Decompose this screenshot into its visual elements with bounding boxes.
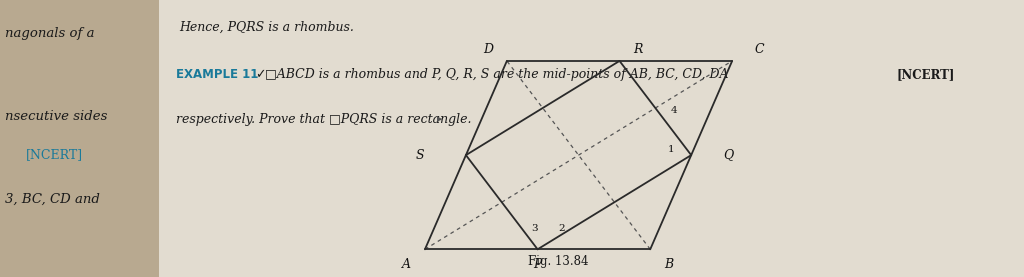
Text: □ABCD is a rhombus and P, Q, R, S are the mid-points of AB, BC, CD, DA: □ABCD is a rhombus and P, Q, R, S are th… [265, 68, 729, 81]
Text: ▸: ▸ [437, 114, 442, 124]
Text: A: A [402, 258, 411, 271]
Text: [NCERT]: [NCERT] [896, 68, 954, 81]
Text: 1: 1 [668, 145, 674, 154]
Text: S: S [416, 149, 424, 161]
Text: nagonals of a: nagonals of a [5, 27, 94, 40]
Text: Hence, PQRS is a rhombus.: Hence, PQRS is a rhombus. [179, 21, 354, 34]
Text: 4: 4 [671, 106, 677, 115]
Text: 3: 3 [531, 224, 538, 233]
Text: respectively. Prove that □PQRS is a rectangle.: respectively. Prove that □PQRS is a rect… [176, 113, 472, 125]
FancyBboxPatch shape [159, 0, 1024, 277]
Text: ✓: ✓ [255, 68, 265, 81]
Text: nsecutive sides: nsecutive sides [5, 110, 108, 123]
Text: 2: 2 [558, 224, 564, 233]
Text: EXAMPLE 11: EXAMPLE 11 [176, 68, 258, 81]
Text: Fig. 13.84: Fig. 13.84 [527, 255, 589, 268]
Text: [NCERT]: [NCERT] [26, 149, 83, 161]
Text: D: D [483, 43, 494, 56]
Text: B: B [665, 258, 673, 271]
FancyBboxPatch shape [0, 0, 159, 277]
Text: Q: Q [723, 149, 733, 161]
Text: C: C [755, 43, 765, 56]
Text: P: P [534, 258, 542, 271]
Text: R: R [633, 43, 643, 56]
Text: 3, BC, CD and: 3, BC, CD and [5, 193, 100, 206]
